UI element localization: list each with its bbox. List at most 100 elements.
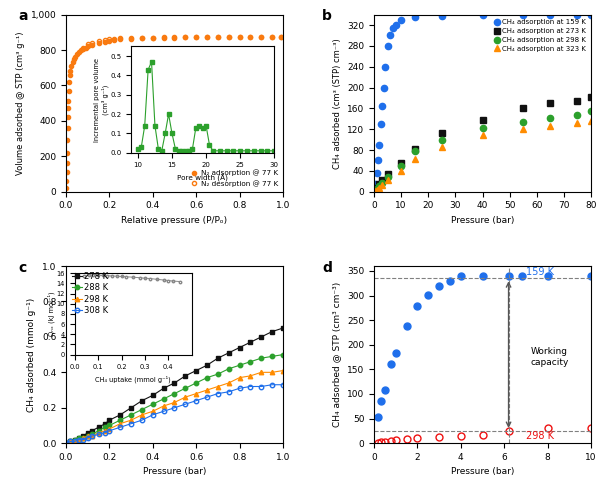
298 K — [268, 370, 275, 375]
X-axis label: Pressure (bar): Pressure (bar) — [451, 216, 514, 225]
CH₄ adsorption at 323 K — [376, 185, 383, 190]
N₂ adsorption @ 77 K — [139, 36, 146, 41]
298 K — [101, 428, 109, 434]
288 K — [95, 428, 102, 434]
N₂ desorption @ 77 K — [203, 34, 211, 40]
N₂ adsorption @ 77 K — [65, 88, 72, 94]
308 K — [88, 433, 95, 439]
N₂ adsorption @ 77 K — [65, 98, 72, 104]
N₂ adsorption @ 77 K — [76, 49, 83, 55]
CH₄ adsorption at 159 K — [384, 43, 391, 49]
CH₄ adsorption at 159 K — [387, 33, 394, 38]
CH₄ adsorption at 298 K — [520, 119, 527, 125]
CH₄ adsorption at 159 K — [587, 12, 595, 18]
278 K — [225, 350, 232, 356]
288 K — [76, 435, 83, 441]
N₂ adsorption @ 77 K — [203, 35, 211, 40]
298 K — [236, 375, 243, 380]
N₂ adsorption @ 77 K — [68, 63, 75, 69]
298 K — [84, 433, 91, 439]
298 K — [62, 440, 70, 446]
Y-axis label: CH₄ adsorbed (mmol g⁻¹): CH₄ adsorbed (mmol g⁻¹) — [28, 298, 37, 412]
N₂ adsorption @ 77 K — [73, 52, 80, 57]
N₂ adsorption @ 77 K — [63, 178, 70, 184]
N₂ desorption @ 77 K — [193, 34, 200, 40]
CH₄ adsorption at 298 K — [398, 163, 405, 169]
N₂ desorption @ 77 K — [236, 34, 243, 39]
CH₄ adsorption at 323 K — [547, 123, 554, 129]
288 K — [67, 438, 74, 444]
278 K — [193, 368, 200, 374]
N₂ adsorption @ 77 K — [257, 34, 265, 39]
288 K — [280, 352, 287, 357]
N₂ adsorption @ 77 K — [67, 72, 74, 78]
Text: b: b — [322, 9, 332, 23]
CH₄ adsorption at 298 K — [373, 186, 380, 192]
CH₄ adsorption at 159 K — [479, 12, 486, 18]
278 K — [80, 433, 87, 439]
288 K — [257, 355, 265, 361]
CH₄ adsorption at 159 K — [382, 64, 389, 70]
298 K — [80, 435, 87, 441]
Line: N₂ adsorption @ 77 K: N₂ adsorption @ 77 K — [64, 35, 283, 190]
308 K — [106, 428, 113, 434]
308 K — [76, 437, 83, 443]
278 K — [67, 438, 74, 444]
308 K — [139, 417, 146, 423]
CH₄ adsorption at 273 K — [398, 160, 405, 166]
298 K — [257, 370, 265, 375]
288 K — [139, 407, 146, 412]
CH₄ adsorption at 159 K — [520, 12, 527, 18]
298 K — [127, 417, 134, 423]
298 K — [116, 421, 124, 427]
308 K — [193, 398, 200, 404]
278 K — [127, 405, 134, 411]
288 K — [80, 435, 87, 441]
N₂ adsorption @ 77 K — [69, 59, 76, 65]
298 K — [76, 437, 83, 443]
CH₄ adsorption at 323 K — [574, 120, 581, 126]
298 K — [193, 391, 200, 396]
N₂ adsorption @ 77 K — [149, 35, 157, 41]
CH₄ adsorption at 298 K — [574, 112, 581, 117]
CH₄ adsorption at 323 K — [587, 118, 595, 124]
278 K — [116, 412, 124, 418]
288 K — [106, 423, 113, 429]
278 K — [257, 334, 265, 340]
278 K — [247, 339, 254, 345]
CH₄ adsorption at 159 K — [547, 12, 554, 18]
278 K — [101, 421, 109, 427]
N₂ adsorption @ 77 K — [214, 34, 221, 40]
N₂ desorption @ 77 K — [80, 45, 87, 51]
CH₄ adsorption at 273 K — [372, 187, 379, 192]
CH₄ adsorption at 159 K — [380, 85, 387, 91]
N₂ adsorption @ 77 K — [110, 37, 118, 43]
278 K — [203, 362, 211, 368]
CH₄ adsorption at 159 K — [371, 186, 378, 192]
Text: c: c — [18, 261, 26, 275]
N₂ desorption @ 77 K — [127, 35, 134, 41]
N₂ desorption @ 77 K — [110, 36, 118, 41]
308 K — [101, 430, 109, 435]
288 K — [236, 362, 243, 368]
N₂ desorption @ 77 K — [101, 37, 109, 43]
308 K — [257, 384, 265, 390]
N₂ adsorption @ 77 K — [70, 56, 77, 62]
N₂ adsorption @ 77 K — [82, 45, 89, 51]
Text: a: a — [18, 9, 28, 23]
298 K — [71, 438, 78, 444]
N₂ adsorption @ 77 K — [77, 47, 85, 53]
308 K — [171, 405, 178, 411]
298 K — [106, 426, 113, 432]
308 K — [149, 412, 157, 418]
CH₄ adsorption at 298 K — [587, 108, 595, 114]
CH₄ adsorption at 159 K — [438, 13, 445, 19]
N₂ desorption @ 77 K — [106, 36, 113, 42]
CH₄ adsorption at 323 K — [438, 144, 445, 150]
N₂ adsorption @ 77 K — [160, 35, 167, 41]
298 K — [95, 430, 102, 435]
CH₄ adsorption at 159 K — [379, 103, 386, 109]
Text: 159 K: 159 K — [526, 267, 554, 277]
CH₄ adsorption at 298 K — [411, 148, 418, 154]
CH₄ adsorption at 298 K — [547, 115, 554, 121]
